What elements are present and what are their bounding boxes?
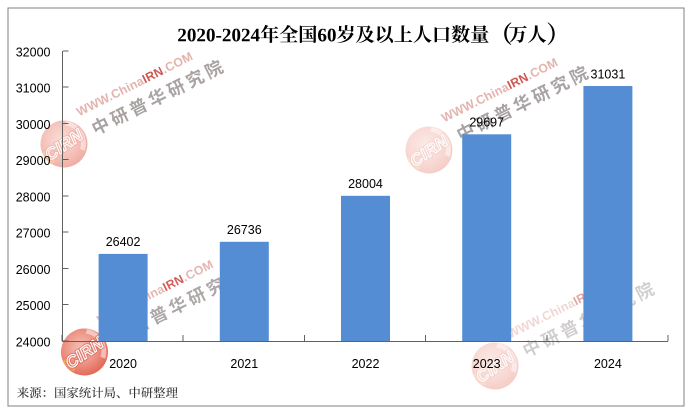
- svg-text:31031: 31031: [591, 67, 626, 81]
- svg-text:26736: 26736: [227, 223, 262, 237]
- svg-text:31000: 31000: [16, 82, 51, 96]
- svg-text:2020: 2020: [109, 357, 137, 371]
- svg-text:29000: 29000: [16, 154, 51, 168]
- svg-text:2022: 2022: [352, 357, 380, 371]
- svg-text:32000: 32000: [16, 45, 51, 59]
- svg-text:26402: 26402: [106, 235, 141, 249]
- svg-text:24000: 24000: [16, 336, 51, 350]
- svg-text:2024: 2024: [594, 357, 622, 371]
- svg-text:25000: 25000: [16, 299, 51, 313]
- svg-text:28000: 28000: [16, 190, 51, 204]
- svg-text:2023: 2023: [473, 357, 501, 371]
- svg-text:30000: 30000: [16, 118, 51, 132]
- svg-text:2021: 2021: [230, 357, 258, 371]
- svg-text:26000: 26000: [16, 263, 51, 277]
- svg-text:27000: 27000: [16, 227, 51, 241]
- svg-text:28004: 28004: [348, 177, 383, 191]
- svg-text:29697: 29697: [469, 116, 504, 130]
